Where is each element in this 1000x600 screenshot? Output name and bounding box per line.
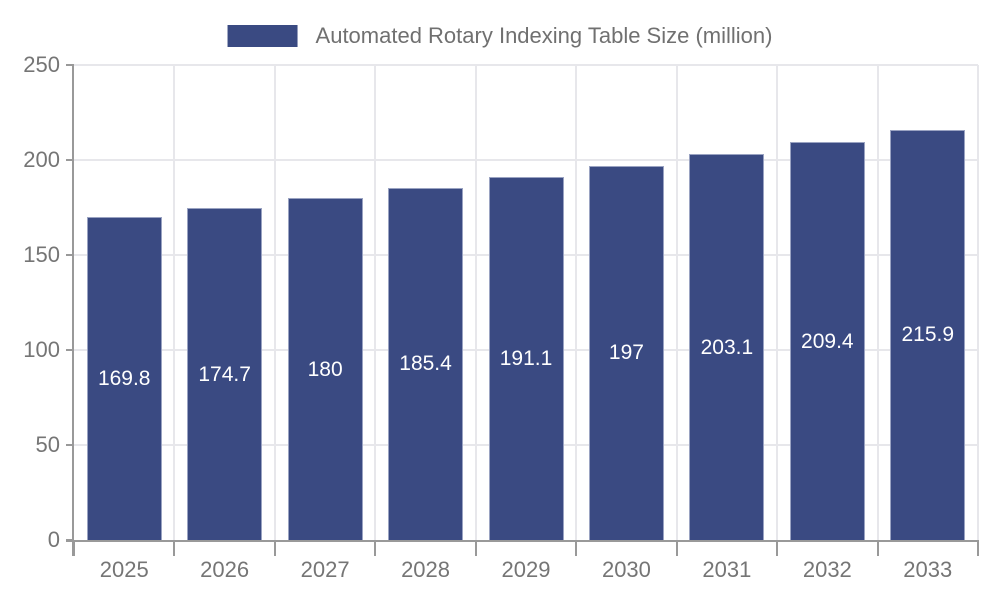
- x-axis-tick: [876, 540, 879, 556]
- bar[interactable]: 197: [588, 165, 664, 540]
- gridline-vertical: [776, 65, 779, 540]
- y-axis-line: [72, 65, 74, 556]
- legend-swatch: [227, 25, 298, 47]
- gridline-vertical: [374, 65, 377, 540]
- x-axis-line: [66, 540, 978, 542]
- bar-value-label: 197: [608, 341, 644, 365]
- x-axis-category-label: 2033: [903, 557, 953, 582]
- plot-area: 0 50 100 150 200 250 169.8 2025 174.7 2026 180 2027…: [23, 52, 979, 582]
- bar[interactable]: 209.4: [789, 142, 865, 540]
- x-axis-tick: [776, 540, 779, 556]
- bar-value-label: 169.8: [97, 367, 151, 391]
- y-axis-tick: [66, 539, 74, 541]
- bar[interactable]: 174.7: [187, 208, 263, 540]
- x-axis-tick: [273, 540, 276, 556]
- y-axis-tick: [66, 159, 74, 161]
- x-axis-category-label: 2030: [601, 557, 651, 582]
- y-axis-tick: [66, 444, 74, 446]
- x-axis-tick: [73, 540, 75, 556]
- bar-value-label: 191.1: [499, 346, 553, 370]
- x-axis-category-label: 2027: [300, 557, 350, 582]
- gridline-horizontal: [74, 64, 978, 66]
- gridline-vertical: [575, 65, 578, 540]
- x-axis-category-label: 2028: [401, 557, 451, 582]
- gridline-vertical: [675, 65, 678, 540]
- gridline-vertical: [876, 65, 879, 540]
- bar-value-label: 203.1: [700, 335, 754, 359]
- y-axis-tick: [66, 64, 74, 66]
- x-axis-tick: [474, 540, 477, 556]
- bar[interactable]: 203.1: [689, 154, 765, 540]
- y-axis-tick-label: 0: [47, 527, 60, 552]
- bar[interactable]: 169.8: [86, 217, 162, 540]
- gridline-vertical: [173, 65, 176, 540]
- bar[interactable]: 185.4: [388, 187, 464, 540]
- x-axis-category-label: 2025: [99, 557, 149, 582]
- gridline-vertical: [273, 65, 276, 540]
- x-axis-category-label: 2029: [501, 557, 551, 582]
- x-axis-tick: [374, 540, 377, 556]
- x-axis-tick: [575, 540, 578, 556]
- bar-value-label: 174.7: [198, 362, 251, 386]
- x-axis-category-label: 2026: [200, 557, 250, 582]
- y-axis-tick-label: 100: [23, 337, 60, 362]
- y-axis-tick-label: 150: [23, 242, 60, 267]
- bar-value-label: 215.9: [901, 323, 955, 347]
- bar[interactable]: 180: [287, 198, 363, 540]
- x-axis-category-label: 2032: [802, 557, 852, 582]
- legend-item[interactable]: Automated Rotary Indexing Table Size (mi…: [227, 23, 773, 49]
- bar[interactable]: 215.9: [890, 129, 966, 540]
- gridline-vertical: [977, 65, 979, 540]
- bar-value-label: 185.4: [399, 352, 452, 376]
- bar-value-label: 209.4: [801, 329, 854, 353]
- y-axis-tick: [66, 254, 74, 256]
- y-axis-tick-label: 200: [23, 147, 60, 172]
- x-axis-category-label: 2031: [702, 557, 752, 582]
- x-axis-tick: [173, 540, 176, 556]
- x-axis-tick: [977, 540, 979, 556]
- x-axis-tick: [675, 540, 678, 556]
- y-axis-tick-label: 250: [23, 52, 60, 77]
- bar-value-label: 180: [307, 357, 343, 381]
- bar[interactable]: 191.1: [488, 176, 564, 540]
- gridline-vertical: [474, 65, 477, 540]
- gridline-horizontal: [74, 159, 978, 161]
- legend-label: Automated Rotary Indexing Table Size (mi…: [315, 23, 773, 48]
- y-axis-tick: [66, 349, 74, 351]
- y-axis-tick-label: 50: [35, 432, 60, 457]
